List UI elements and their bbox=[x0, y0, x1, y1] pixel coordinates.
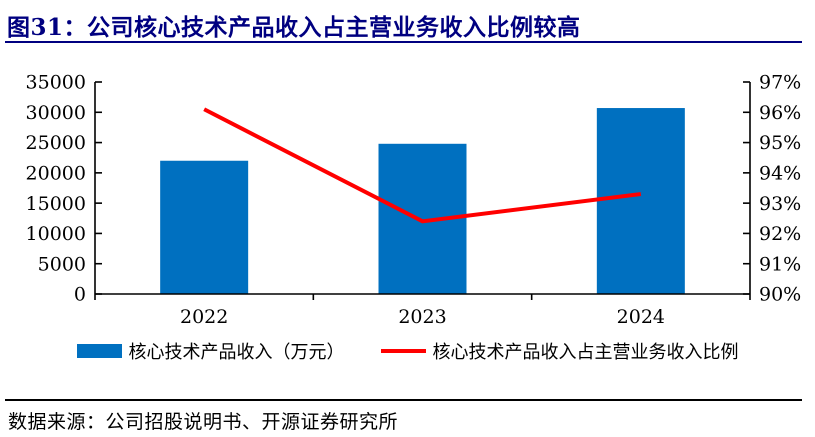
title-divider bbox=[5, 41, 802, 43]
legend-item-bar-series: 核心技术产品收入（万元） bbox=[76, 338, 345, 364]
line-series-label: 核心技术产品收入占主营业务收入比例 bbox=[432, 342, 739, 363]
right-axis-label: 93% bbox=[759, 193, 801, 215]
left-axis-label: 5000 bbox=[38, 253, 86, 275]
left-axis-label: 25000 bbox=[26, 132, 86, 154]
left-axis-label: 10000 bbox=[26, 223, 86, 245]
left-axis-label: 0 bbox=[74, 284, 86, 306]
right-axis-label: 90% bbox=[759, 284, 801, 306]
right-axis-label: 91% bbox=[759, 253, 801, 275]
x-category-label: 2023 bbox=[398, 306, 446, 328]
left-axis-label: 35000 bbox=[26, 72, 86, 94]
left-axis-label: 30000 bbox=[26, 102, 86, 124]
right-axis-label: 95% bbox=[759, 132, 801, 154]
data-source: 数据来源：公司招股说明书、开源证券研究所 bbox=[8, 411, 399, 433]
right-axis-label: 96% bbox=[759, 102, 801, 124]
right-axis-label: 97% bbox=[759, 72, 801, 94]
bar-2024 bbox=[596, 108, 685, 294]
chart-legend: 核心技术产品收入（万元） 核心技术产品收入占主营业务收入比例 bbox=[60, 339, 755, 363]
bar-series-label: 核心技术产品收入（万元） bbox=[128, 342, 345, 363]
x-category-label: 2022 bbox=[180, 306, 228, 328]
legend-item-line-series: 核心技术产品收入占主营业务收入比例 bbox=[380, 338, 739, 364]
figure-title: 图31：公司核心技术产品收入占主营业务收入比例较高 bbox=[7, 14, 581, 41]
source-divider bbox=[5, 399, 802, 401]
left-axis-label: 20000 bbox=[26, 163, 86, 185]
left-axis-label: 15000 bbox=[26, 193, 86, 215]
right-axis-label: 92% bbox=[759, 223, 801, 245]
line-series-swatch bbox=[380, 349, 426, 353]
ratio-line bbox=[203, 107, 642, 224]
right-axis-label: 94% bbox=[759, 163, 801, 185]
x-category-label: 2024 bbox=[617, 306, 665, 328]
bar-2022 bbox=[160, 160, 249, 294]
bar-series-swatch bbox=[76, 344, 122, 358]
